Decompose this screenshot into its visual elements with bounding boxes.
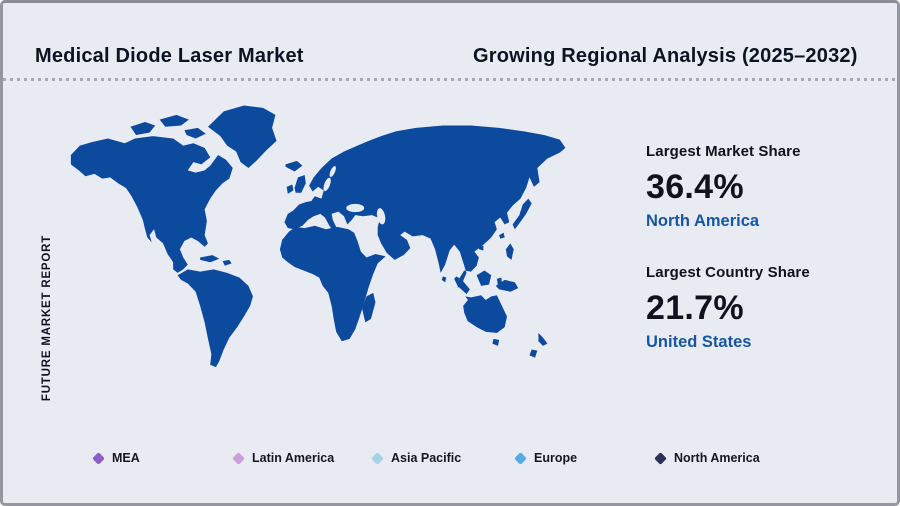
legend-label: MEA [112,451,140,465]
stat-value: 36.4% [646,168,744,206]
legend-label: Europe [534,451,578,465]
world-map [63,89,625,419]
legend-item-north-america: North America [654,451,760,465]
legend-label: Latin America [252,451,335,465]
stat-label: Largest Market Share [646,143,801,160]
page-subtitle: Growing Regional Analysis (2025–2032) [473,45,858,67]
legend-item-mea: MEA [92,451,140,465]
diamond-icon [92,451,105,465]
stat-market-share: Largest Market Share 36.4% North America [646,143,886,231]
stat-region: United States [646,333,752,351]
page-title: Medical Diode Laser Market [35,45,304,67]
legend-label: North America [674,451,760,465]
stat-country-share: Largest Country Share 21.7% United State… [646,264,886,352]
legend-item-latin-america: Latin America [232,451,335,465]
world-map-land [70,105,566,368]
legend-item-asia-pacific: Asia Pacific [371,451,462,465]
diamond-icon [232,451,245,465]
diamond-icon [514,451,527,465]
diamond-icon [371,451,384,465]
stat-region: North America [646,212,760,230]
dotted-divider [3,78,897,81]
stat-value: 21.7% [646,289,744,327]
stat-label: Largest Country Share [646,264,810,281]
legend-item-europe: Europe [514,451,578,465]
brand-watermark: FUTURE MARKET REPORT [41,234,53,402]
sea-cutouts [323,166,386,225]
diamond-icon [654,451,667,465]
legend-label: Asia Pacific [391,451,462,465]
